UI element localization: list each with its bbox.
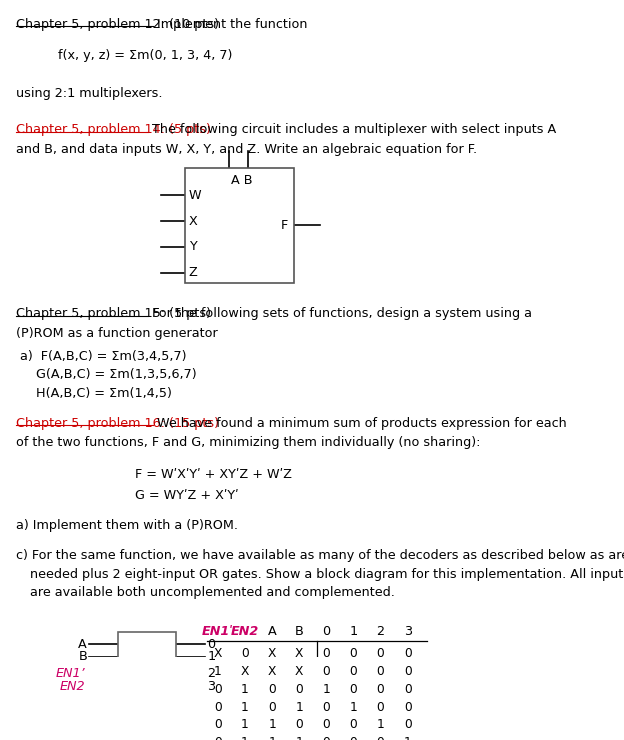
Text: H(A,B,C) = Σm(1,4,5): H(A,B,C) = Σm(1,4,5) (21, 387, 172, 400)
Text: are available both uncomplemented and complemented.: are available both uncomplemented and co… (30, 586, 395, 599)
Text: EN1’: EN1’ (56, 667, 85, 679)
Text: 0: 0 (349, 719, 358, 731)
Text: 0: 0 (214, 683, 222, 696)
Text: 0: 0 (214, 719, 222, 731)
Text: 2: 2 (207, 667, 215, 679)
Bar (118, 632, 177, 701)
Text: F = WʹXʹYʹ + XYʹZ + WʹZ: F = WʹXʹYʹ + XYʹZ + WʹZ (135, 468, 291, 481)
Text: EN2: EN2 (231, 625, 259, 638)
Text: 1: 1 (349, 625, 358, 638)
Text: Chapter 5, problem 12: (10 pts): Chapter 5, problem 12: (10 pts) (16, 18, 218, 31)
Text: of the two functions, F and G, minimizing them individually (no sharing):: of the two functions, F and G, minimizin… (16, 437, 480, 449)
Text: We have found a minimum sum of products expression for each: We have found a minimum sum of products … (153, 417, 567, 430)
Text: EN1ʹ: EN1ʹ (202, 625, 234, 638)
Text: 0: 0 (404, 665, 412, 678)
Text: 1: 1 (295, 701, 303, 713)
Text: B: B (295, 625, 304, 638)
Text: 0: 0 (377, 648, 384, 661)
Text: B: B (78, 650, 87, 663)
Bar (185, 168, 294, 283)
Text: 1: 1 (404, 736, 412, 740)
Text: 0: 0 (323, 736, 330, 740)
Text: 0: 0 (404, 719, 412, 731)
Text: 0: 0 (323, 701, 330, 713)
Text: Chapter 5, problem 16: (15 pts): Chapter 5, problem 16: (15 pts) (16, 417, 218, 430)
Text: 0: 0 (377, 701, 384, 713)
Text: f(x, y, z) = Σm(0, 1, 3, 4, 7): f(x, y, z) = Σm(0, 1, 3, 4, 7) (59, 50, 233, 62)
Text: 0: 0 (207, 638, 215, 650)
Text: X: X (213, 648, 222, 661)
Text: 0: 0 (214, 736, 222, 740)
Text: 0: 0 (323, 665, 330, 678)
Text: a) Implement them with a (P)ROM.: a) Implement them with a (P)ROM. (16, 519, 238, 532)
Text: 0: 0 (349, 665, 358, 678)
Text: X: X (295, 648, 303, 661)
Text: 0: 0 (323, 648, 330, 661)
Text: 1: 1 (268, 736, 276, 740)
Text: 3: 3 (404, 625, 412, 638)
Text: Implement the function: Implement the function (153, 18, 308, 31)
Text: 0: 0 (404, 701, 412, 713)
Text: 0: 0 (349, 736, 358, 740)
Text: W: W (189, 189, 202, 202)
Text: 0: 0 (323, 719, 330, 731)
Text: 0: 0 (349, 683, 358, 696)
Text: 0: 0 (241, 648, 249, 661)
Text: 0: 0 (295, 683, 303, 696)
Text: 0: 0 (377, 736, 384, 740)
Text: 0: 0 (214, 701, 222, 713)
Text: Chapter 5, problem 15: (5 pts): Chapter 5, problem 15: (5 pts) (16, 307, 211, 320)
Text: 0: 0 (377, 665, 384, 678)
Text: X: X (189, 215, 198, 228)
Text: Y: Y (189, 240, 197, 253)
Text: 0: 0 (404, 683, 412, 696)
Text: 0: 0 (349, 648, 358, 661)
Text: 0: 0 (323, 625, 331, 638)
Text: The following circuit includes a multiplexer with select inputs A: The following circuit includes a multipl… (149, 124, 557, 136)
Text: Chapter 5, problem 14: (5 pts): Chapter 5, problem 14: (5 pts) (16, 124, 210, 136)
Text: 1: 1 (241, 701, 249, 713)
Text: F: F (281, 218, 288, 232)
Text: X: X (241, 665, 249, 678)
Text: G = WYʹZ + XʹYʹ: G = WYʹZ + XʹYʹ (135, 489, 238, 502)
Text: 1: 1 (241, 736, 249, 740)
Text: G(A,B,C) = Σm(1,3,5,6,7): G(A,B,C) = Σm(1,3,5,6,7) (21, 369, 197, 381)
Text: A B: A B (231, 175, 253, 187)
Text: 1: 1 (377, 719, 384, 731)
Text: 3: 3 (207, 680, 215, 693)
Text: For the following sets of functions, design a system using a: For the following sets of functions, des… (149, 307, 532, 320)
Text: X: X (268, 665, 276, 678)
Text: 1: 1 (323, 683, 330, 696)
Text: 1: 1 (207, 650, 215, 663)
Text: 1: 1 (214, 665, 222, 678)
Text: 1: 1 (349, 701, 358, 713)
Text: and B, and data inputs W, X, Y, and Z. Write an algebraic equation for F.: and B, and data inputs W, X, Y, and Z. W… (16, 143, 477, 156)
Text: 1: 1 (241, 683, 249, 696)
Text: 0: 0 (404, 648, 412, 661)
Text: A: A (78, 638, 87, 650)
Text: (P)ROM as a function generator: (P)ROM as a function generator (16, 327, 217, 340)
Text: X: X (268, 648, 276, 661)
Text: 0: 0 (377, 683, 384, 696)
Text: 0: 0 (295, 719, 303, 731)
Text: c) For the same function, we have available as many of the decoders as described: c) For the same function, we have availa… (16, 549, 624, 562)
Text: 0: 0 (268, 683, 276, 696)
Text: using 2:1 multiplexers.: using 2:1 multiplexers. (16, 87, 162, 100)
Text: 2: 2 (377, 625, 384, 638)
Text: 1: 1 (268, 719, 276, 731)
Text: 1: 1 (241, 719, 249, 731)
Text: 0: 0 (268, 701, 276, 713)
Text: needed plus 2 eight-input OR gates. Show a block diagram for this implementation: needed plus 2 eight-input OR gates. Show… (30, 568, 624, 581)
Text: EN2: EN2 (60, 680, 85, 693)
Text: 1: 1 (295, 736, 303, 740)
Text: a)  F(A,B,C) = Σm(3,4,5,7): a) F(A,B,C) = Σm(3,4,5,7) (21, 350, 187, 363)
Text: Z: Z (189, 266, 198, 279)
Text: A: A (268, 625, 276, 638)
Text: X: X (295, 665, 303, 678)
